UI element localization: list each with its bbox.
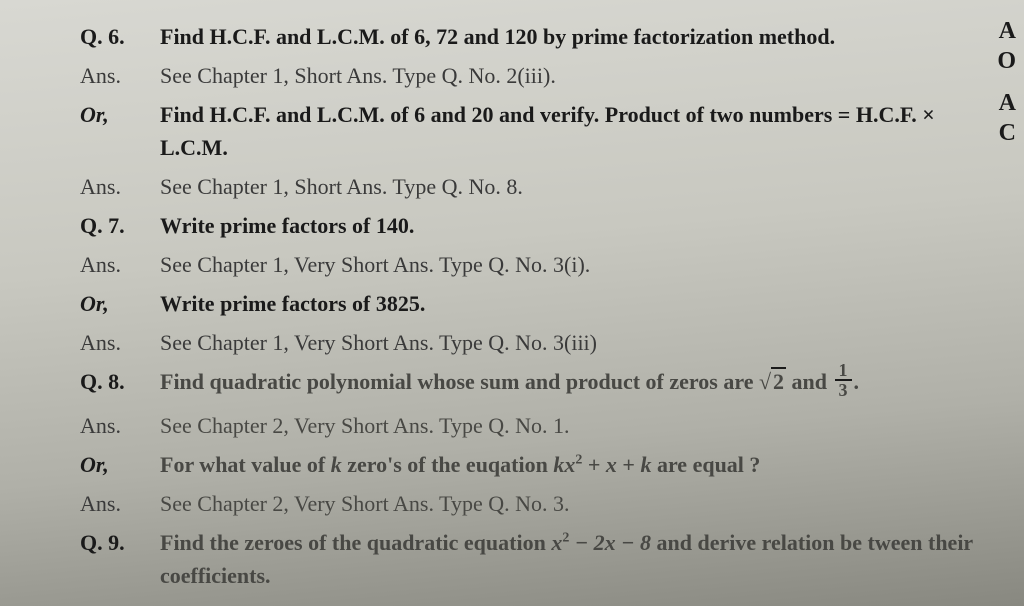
margin-letter: O [997,48,1016,75]
text-row: Ans.See Chapter 1, Very Short Ans. Type … [80,248,984,281]
text-row: Q. 7.Write prime factors of 140. [80,209,984,242]
text-row: Q. 9.Find the zeroes of the quadratic eq… [80,526,984,592]
text-row: Ans.See Chapter 1, Very Short Ans. Type … [80,326,984,359]
row-content: Find quadratic polynomial whose sum and … [160,365,984,403]
text-row: Q. 6.Find H.C.F. and L.C.M. of 6, 72 and… [80,20,984,53]
row-content: See Chapter 2, Short Ans. Type Q. No. 1(… [160,598,984,606]
text-row: Or,For what value of k zero's of the euq… [80,448,984,481]
row-label: Ans. [80,59,160,92]
text-row: Q. 8.Find quadratic polynomial whose sum… [80,365,984,403]
row-content: See Chapter 1, Very Short Ans. Type Q. N… [160,248,984,281]
row-content: Find the zeroes of the quadratic equatio… [160,526,984,592]
text-row: Ans.See Chapter 2, Short Ans. Type Q. No… [80,598,984,606]
row-label: Ans. [80,409,160,442]
row-label: Q. 7. [80,209,160,242]
row-label: Ans. [80,170,160,203]
text-row: Or,Find H.C.F. and L.C.M. of 6 and 20 an… [80,98,984,164]
row-label: Or, [80,98,160,131]
text-row: Ans.See Chapter 1, Short Ans. Type Q. No… [80,170,984,203]
row-label: Ans. [80,487,160,520]
row-label: Or, [80,287,160,320]
row-content: See Chapter 2, Very Short Ans. Type Q. N… [160,409,984,442]
text-row: Ans.See Chapter 2, Very Short Ans. Type … [80,487,984,520]
row-label: Ans. [80,326,160,359]
row-content: Find H.C.F. and L.C.M. of 6 and 20 and v… [160,98,984,164]
text-row: Or,Write prime factors of 3825. [80,287,984,320]
row-content: See Chapter 1, Short Ans. Type Q. No. 8. [160,170,984,203]
margin-letter: C [999,120,1016,147]
text-row: Ans.See Chapter 2, Very Short Ans. Type … [80,409,984,442]
row-label: Q. 8. [80,365,160,398]
row-content: For what value of k zero's of the euqati… [160,448,984,481]
row-label: Ans. [80,248,160,281]
row-label: Or, [80,448,160,481]
row-label: Q. 9. [80,526,160,559]
row-content: See Chapter 1, Very Short Ans. Type Q. N… [160,326,984,359]
text-row: Ans.See Chapter 1, Short Ans. Type Q. No… [80,59,984,92]
row-content: Find H.C.F. and L.C.M. of 6, 72 and 120 … [160,20,984,53]
document-page: Q. 6.Find H.C.F. and L.C.M. of 6, 72 and… [0,0,1024,606]
row-content: Write prime factors of 3825. [160,287,984,320]
row-content: See Chapter 1, Short Ans. Type Q. No. 2(… [160,59,984,92]
row-content: See Chapter 2, Very Short Ans. Type Q. N… [160,487,984,520]
row-content: Write prime factors of 140. [160,209,984,242]
margin-letter: A [999,90,1016,117]
margin-letter: A [999,18,1016,45]
row-label: Q. 6. [80,20,160,53]
row-label: Ans. [80,598,160,606]
